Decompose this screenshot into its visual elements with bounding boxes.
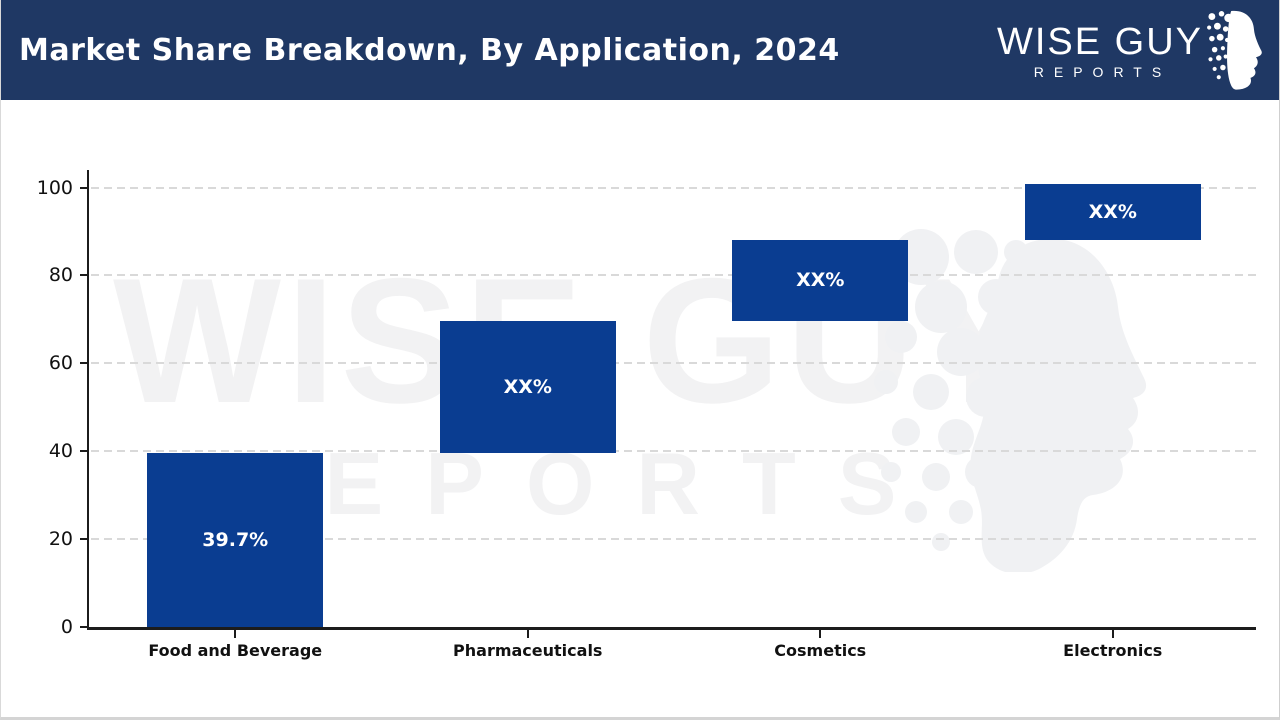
logo-face-icon bbox=[1207, 10, 1262, 90]
gridline-100 bbox=[91, 186, 1256, 189]
y-tick-mark bbox=[80, 538, 89, 541]
y-tick-label: 20 bbox=[48, 528, 73, 551]
y-tick-mark bbox=[80, 274, 89, 277]
gridline-80 bbox=[91, 274, 1256, 277]
bar-pharmaceuticals: XX% bbox=[439, 320, 616, 453]
logo-wordmark: WISE GUY bbox=[996, 20, 1203, 63]
bar-value-label: 39.7% bbox=[202, 528, 269, 551]
y-tick-mark bbox=[80, 450, 89, 453]
y-tick-label: 60 bbox=[48, 352, 73, 375]
x-tick-mark bbox=[819, 630, 822, 638]
bar-food-and-beverage: 39.7% bbox=[147, 452, 324, 627]
x-axis-line bbox=[87, 627, 1256, 630]
bar-value-label: XX% bbox=[503, 375, 552, 398]
y-tick-label: 80 bbox=[48, 264, 73, 287]
bar-value-label: XX% bbox=[1088, 200, 1137, 223]
gridline-60 bbox=[91, 362, 1256, 365]
wiseguy-logo: WISE GUY REPORTS bbox=[997, 8, 1267, 94]
bar-cosmetics: XX% bbox=[732, 239, 909, 321]
y-tick-label: 0 bbox=[60, 616, 73, 638]
x-category-label-electronics: Electronics bbox=[1063, 641, 1163, 660]
header-bar: Market Share Breakdown, By Application, … bbox=[1, 0, 1279, 100]
x-tick-mark bbox=[1111, 630, 1114, 638]
gridline-20 bbox=[91, 538, 1256, 541]
x-tick-mark bbox=[526, 630, 529, 638]
y-tick-mark bbox=[80, 626, 89, 628]
chart-title: Market Share Breakdown, By Application, … bbox=[19, 32, 840, 68]
y-tick-mark bbox=[80, 362, 89, 365]
gridline-40 bbox=[91, 450, 1256, 453]
x-category-label-pharmaceuticals: Pharmaceuticals bbox=[453, 641, 603, 660]
y-tick-label: 100 bbox=[36, 176, 73, 199]
x-category-label-food-and-beverage: Food and Beverage bbox=[148, 641, 323, 660]
logo-subtitle: REPORTS bbox=[1033, 63, 1172, 80]
y-tick-mark bbox=[80, 186, 89, 189]
y-axis-line bbox=[87, 170, 89, 630]
logo-text: WISE GUY REPORTS bbox=[997, 23, 1203, 80]
bar-electronics: XX% bbox=[1024, 183, 1201, 240]
x-tick-mark bbox=[234, 630, 237, 638]
bar-value-label: XX% bbox=[796, 269, 845, 292]
x-category-label-cosmetics: Cosmetics bbox=[774, 641, 867, 660]
y-tick-label: 40 bbox=[48, 440, 73, 463]
